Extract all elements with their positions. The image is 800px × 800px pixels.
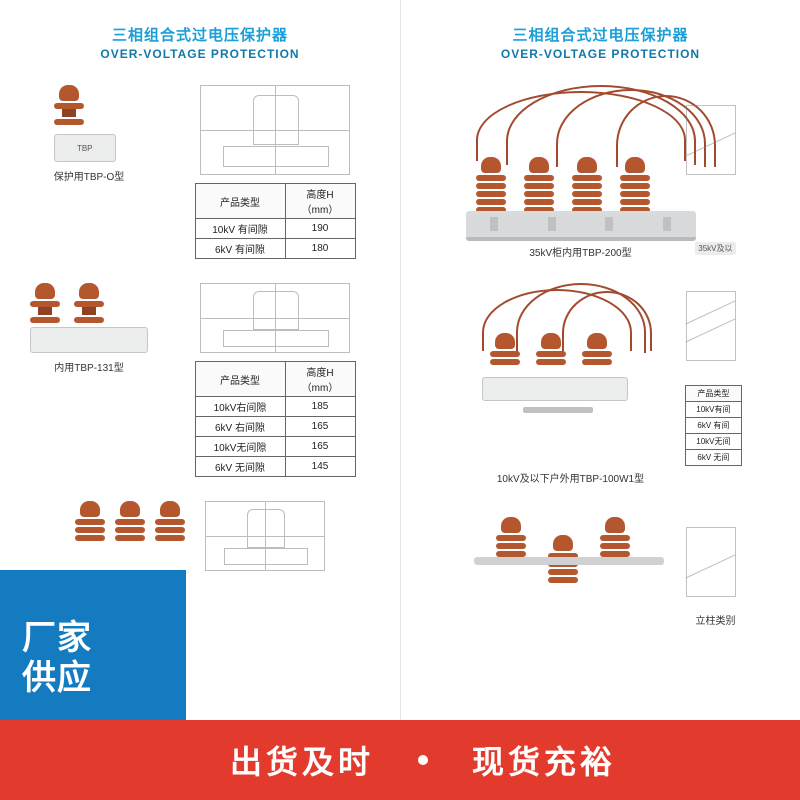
arrester-icon [30,283,60,323]
left-row-1-caption: 内用TBP-131型 [30,359,148,374]
schematic-icon [205,501,325,571]
page-root: 樱花电气 三相组合式过电压保护器 OVER-VOLTAGE PROTECTION [0,0,800,800]
bottom-left-text: 出货及时 [230,737,374,783]
left-row-0-drawing: 产品类型 高度H（mm） 10kV 有间隙190 6kV 有间隙180 [164,85,386,259]
bottom-right-text: 现货充裕 [472,737,616,783]
left-row-1: 内用TBP-131型 产品类型 高度H（mm） 10kV右间隙185 6kV 右… [14,283,386,477]
badge-line1: 厂家 [22,618,168,658]
arrester-icon [74,283,104,323]
left-row-0-caption: 保护用TBP-O型 [54,168,125,183]
page-left-content: TBP 保护用TBP-O型 产品类型 高度H（mm） 10kV 有间 [0,69,400,571]
arrester-icon [490,333,520,365]
bottom-bar: 出货及时 现货充裕 [0,720,800,800]
stack-insulator-icon [536,403,593,413]
left-row-0-table: 产品类型 高度H（mm） 10kV 有间隙190 6kV 有间隙180 [195,183,356,259]
edge-schematic [676,517,736,607]
left-row-0-photo: TBP 保护用TBP-O型 [14,85,164,183]
table-row: 10kV 有间隙190 [195,219,355,239]
schematic-icon [200,283,350,353]
arrester-icon [115,501,145,571]
right-block-1-caption: 10kV及以下户外用TBP-100W1型 [466,470,676,485]
badge-factory-supply: 厂家 供应 [0,570,186,720]
right-block-0: 35kV柜内用TBP-200型 35kV及以 [466,85,736,255]
left-row-0: TBP 保护用TBP-O型 产品类型 高度H（mm） 10kV 有间 [14,85,386,259]
bottom-slogan: 出货及时 现货充裕 [230,737,616,783]
table-row: 10kV无间隙165 [195,437,355,457]
table-row: 10kV右间隙185 [195,397,355,417]
arrester-icon [75,501,105,571]
table-row: 6kV 无间隙145 [195,457,355,477]
th: 高度H（mm） [285,184,355,219]
left-row-1-drawing: 产品类型 高度H（mm） 10kV右间隙185 6kV 右间隙165 10kV无… [164,283,386,477]
right-block-2-edge-caption: 立柱类别 [696,612,736,627]
right-block-1-edge-table: 产品类型 10kV有间 6kV 有间 10kV无间 6kV 无间 [685,385,741,466]
table-row: 6kV 右间隙165 [195,417,355,437]
arrester-icon [582,333,612,365]
left-row-2-photo [14,501,386,571]
edge-schematic [676,95,736,185]
right-block-0-caption: 35kV柜内用TBP-200型 [466,244,696,259]
left-row-1-table: 产品类型 高度H（mm） 10kV右间隙185 6kV 右间隙165 10kV无… [195,361,356,477]
page-right: 三相组合式过电压保护器 OVER-VOLTAGE PROTECTION [400,0,800,720]
page-right-title-en: OVER-VOLTAGE PROTECTION [401,47,800,61]
arrester-icon [600,517,630,583]
page-right-title-ch: 三相组合式过电压保护器 [401,24,800,45]
badge-line2: 供应 [22,658,168,698]
table-row: 6kV 有间隙180 [195,239,355,259]
dot-separator-icon [418,755,428,765]
th: 产品类型 [195,362,285,397]
page-right-content: 35kV柜内用TBP-200型 35kV及以 [401,69,800,627]
edge-label: 35kV及以 [695,242,735,255]
arrester-icon [54,85,84,125]
right-block-1: 10kV及以下户外用TBP-100W1型 产品类型 10kV有间 6kV 有间 … [466,281,736,491]
th: 产品类型 [195,184,285,219]
tiny-label: TBP [74,143,96,154]
arrester-icon [536,333,566,365]
schematic-icon [200,85,350,175]
edge-schematic [676,281,736,371]
page-left-header: 三相组合式过电压保护器 OVER-VOLTAGE PROTECTION [0,0,400,69]
left-row-2 [14,501,386,571]
left-row-1-photo: 内用TBP-131型 [14,283,164,374]
th: 高度H（mm） [285,362,355,397]
page-right-header: 三相组合式过电压保护器 OVER-VOLTAGE PROTECTION [401,0,800,69]
page-left-title-en: OVER-VOLTAGE PROTECTION [0,47,400,61]
arrester-icon [155,501,185,571]
arrester-icon [496,517,526,583]
right-block-2: 立柱类别 [466,517,736,627]
page-left-title-ch: 三相组合式过电压保护器 [0,24,400,45]
